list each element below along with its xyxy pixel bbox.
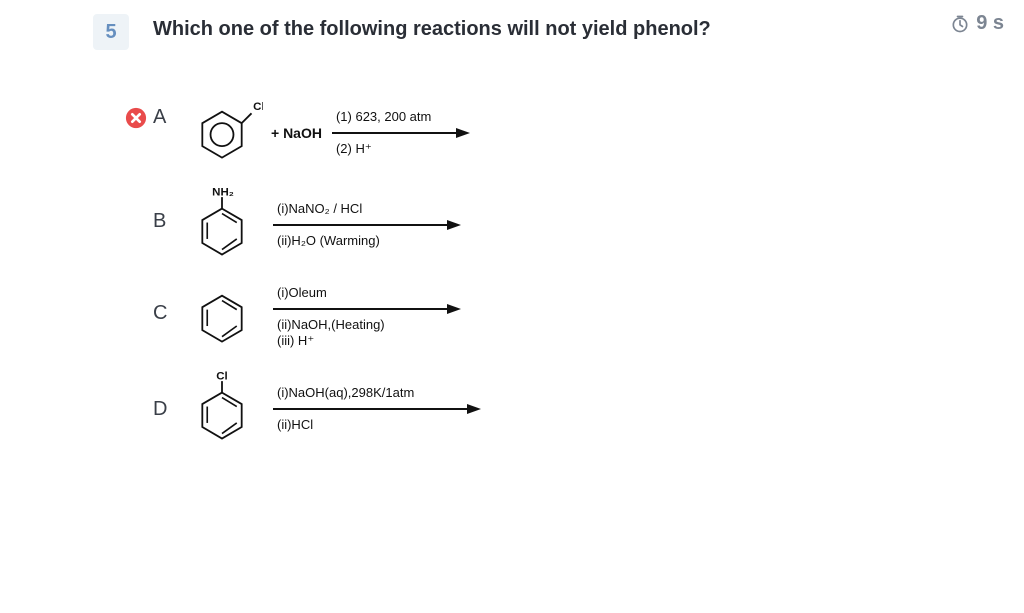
option-c-arrow-below: (ii)NaOH,(Heating) (iii) H⁺ xyxy=(271,315,461,350)
timer-value: 9 s xyxy=(976,12,1004,35)
wrong-icon xyxy=(125,107,147,129)
clock-icon xyxy=(950,14,970,34)
chlorobenzene-icon: Cl xyxy=(181,368,263,450)
option-d-letter-col: D xyxy=(125,368,171,421)
question-number: 5 xyxy=(105,21,116,44)
option-b-arrow-below: (ii)H₂O (Warming) xyxy=(271,231,461,249)
options-list: A Cl + NaOH (1) 623, 200 atm xyxy=(125,92,725,460)
option-d-arrow-below: (ii)HCl xyxy=(271,415,481,433)
page: 5 Which one of the following reactions w… xyxy=(0,0,1024,613)
substituent-nh2: NH₂ xyxy=(212,186,234,198)
option-a-arrow-below: (2) H⁺ xyxy=(330,139,470,157)
option-d[interactable]: D Cl (i)NaOH(aq),298K/1atm xyxy=(125,368,725,450)
option-b-reaction: NH₂ (i)NaNO₂ / HCl (ii)H₂O (Warming) xyxy=(181,184,461,266)
question-text: Which one of the following reactions wil… xyxy=(153,14,793,45)
option-d-arrow: (i)NaOH(aq),298K/1atm (ii)HCl xyxy=(271,385,481,434)
option-d-arrow-above: (i)NaOH(aq),298K/1atm xyxy=(271,385,481,403)
option-b-letter: B xyxy=(153,210,166,233)
option-a-letter: A xyxy=(153,106,166,129)
option-a-arrow: (1) 623, 200 atm (2) H⁺ xyxy=(330,109,470,158)
option-a-plus-reagent: + NaOH xyxy=(271,125,322,141)
option-c-reaction: (i)Oleum (ii)NaOH,(Heating) (iii) H⁺ xyxy=(181,276,461,358)
option-a-letter-col: A xyxy=(125,92,171,129)
option-d-reaction: Cl (i)NaOH(aq),298K/1atm (ii)HCl xyxy=(181,368,481,450)
option-c-arrow-below-2: (iii) H⁺ xyxy=(277,333,455,349)
chlorobenzene-icon: Cl xyxy=(181,92,263,174)
option-d-letter: D xyxy=(153,398,167,421)
option-a[interactable]: A Cl + NaOH (1) 623, 200 atm xyxy=(125,92,725,174)
option-b[interactable]: B NH₂ (i)NaNO₂ / HCl xyxy=(125,184,725,266)
substituent-cl: Cl xyxy=(253,101,263,113)
option-c-letter-col: C xyxy=(125,276,171,325)
option-c-arrow: (i)Oleum (ii)NaOH,(Heating) (iii) H⁺ xyxy=(271,285,461,350)
reaction-arrow-icon xyxy=(330,127,470,139)
reaction-arrow-icon xyxy=(271,403,481,415)
aniline-icon: NH₂ xyxy=(181,184,263,266)
benzene-icon xyxy=(181,276,263,358)
option-b-arrow: (i)NaNO₂ / HCl (ii)H₂O (Warming) xyxy=(271,201,461,250)
question-number-badge: 5 xyxy=(93,14,129,50)
reaction-arrow-icon xyxy=(271,303,461,315)
substituent-cl: Cl xyxy=(216,370,227,382)
option-a-reaction: Cl + NaOH (1) 623, 200 atm (2) H⁺ xyxy=(181,92,470,174)
option-c-letter: C xyxy=(153,302,167,325)
option-b-arrow-above: (i)NaNO₂ / HCl xyxy=(271,201,461,219)
option-c-arrow-below-1: (ii)NaOH,(Heating) xyxy=(277,317,455,333)
timer: 9 s xyxy=(950,12,1004,35)
reaction-arrow-icon xyxy=(271,219,461,231)
option-b-letter-col: B xyxy=(125,184,171,233)
option-c-arrow-above: (i)Oleum xyxy=(271,285,461,303)
option-a-arrow-above: (1) 623, 200 atm xyxy=(330,109,470,127)
option-c[interactable]: C (i)Oleum xyxy=(125,276,725,358)
